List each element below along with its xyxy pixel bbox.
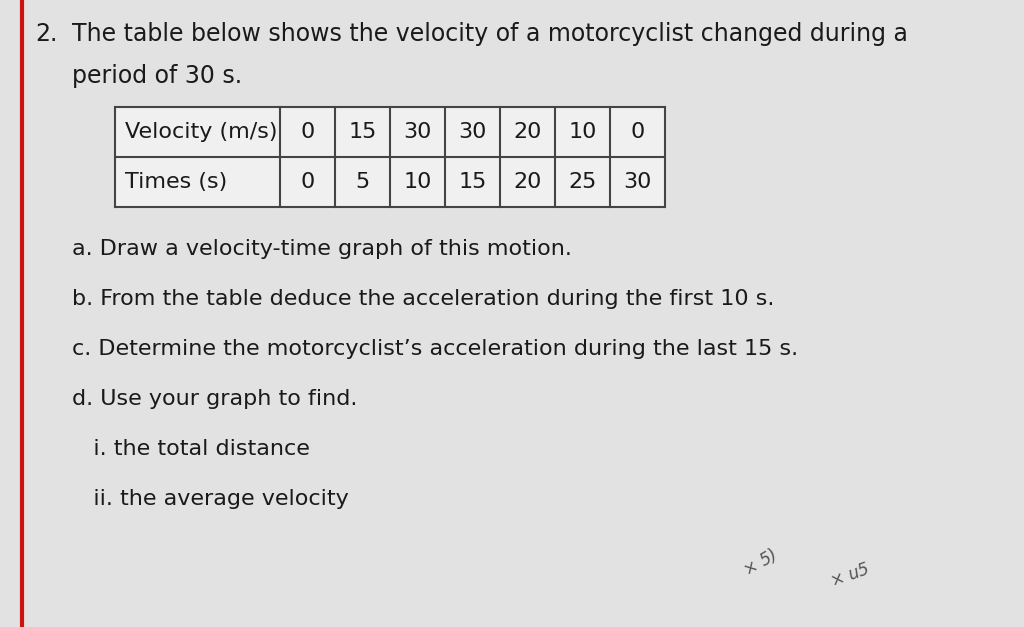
Text: 15: 15 bbox=[348, 122, 377, 142]
Text: 15: 15 bbox=[459, 172, 486, 192]
Text: 20: 20 bbox=[513, 172, 542, 192]
Text: 30: 30 bbox=[459, 122, 486, 142]
Text: b. From the table deduce the acceleration during the first 10 s.: b. From the table deduce the acceleratio… bbox=[72, 289, 774, 309]
Text: d. Use your graph to find.: d. Use your graph to find. bbox=[72, 389, 357, 409]
Text: 20: 20 bbox=[513, 122, 542, 142]
Bar bbox=[115, 107, 665, 207]
Text: $\times$ u5: $\times$ u5 bbox=[827, 559, 872, 591]
Text: 0: 0 bbox=[300, 122, 314, 142]
Text: a. Draw a velocity-time graph of this motion.: a. Draw a velocity-time graph of this mo… bbox=[72, 239, 571, 259]
Text: 10: 10 bbox=[568, 122, 597, 142]
Text: 30: 30 bbox=[403, 122, 432, 142]
Text: ii. the average velocity: ii. the average velocity bbox=[72, 489, 349, 509]
Text: 10: 10 bbox=[403, 172, 432, 192]
Text: i. the total distance: i. the total distance bbox=[72, 439, 310, 459]
Text: 5: 5 bbox=[355, 172, 370, 192]
Text: The table below shows the velocity of a motorcyclist changed during a: The table below shows the velocity of a … bbox=[72, 22, 908, 46]
Text: 25: 25 bbox=[568, 172, 597, 192]
Text: Times (s): Times (s) bbox=[125, 172, 227, 192]
Text: c. Determine the motorcyclist’s acceleration during the last 15 s.: c. Determine the motorcyclist’s accelera… bbox=[72, 339, 798, 359]
Text: period of 30 s.: period of 30 s. bbox=[72, 64, 242, 88]
Text: 30: 30 bbox=[624, 172, 651, 192]
Text: $\times$ 5): $\times$ 5) bbox=[739, 544, 781, 580]
Text: Velocity (m/s): Velocity (m/s) bbox=[125, 122, 278, 142]
Text: 2.: 2. bbox=[35, 22, 57, 46]
Text: 0: 0 bbox=[631, 122, 645, 142]
Text: 0: 0 bbox=[300, 172, 314, 192]
